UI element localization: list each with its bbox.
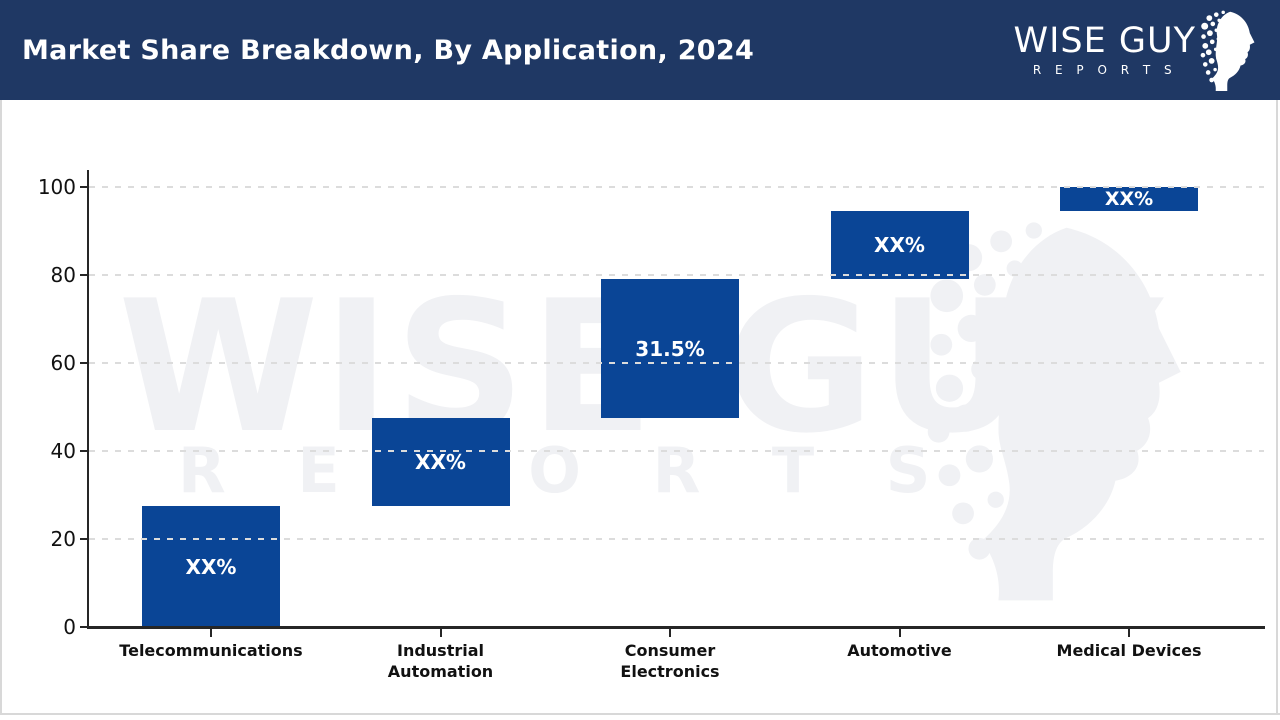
bar-medical-devices: XX%	[1060, 187, 1198, 212]
x-tick-mark-telecommunications	[210, 629, 212, 637]
x-axis-spine	[87, 626, 1265, 629]
gridline-80	[89, 274, 1264, 276]
gridline-60	[89, 362, 1264, 364]
x-category-label-line: Automation	[387, 662, 494, 681]
gridline-100	[89, 186, 1264, 188]
y-tick-label-80: 80	[50, 263, 76, 287]
wise-guy-logo: WISE GUY R E P O R T S	[1013, 10, 1258, 91]
bar-value-label-industrial-automation: XX%	[415, 450, 466, 474]
x-tick-mark-industrial-automation	[439, 629, 442, 637]
y-tick-label-0: 0	[63, 615, 76, 639]
y-tick-label-40: 40	[50, 439, 76, 463]
x-category-label-line: Electronics	[620, 662, 720, 681]
gridline-40	[89, 450, 1264, 452]
y-tick-mark-80	[80, 274, 87, 276]
x-category-label-automotive: Automotive	[790, 640, 1010, 661]
logo-subtitle: R E P O R T S	[1032, 62, 1177, 77]
x-tick-mark-automotive	[898, 629, 901, 637]
x-category-label-industrial-automation: Industrial Automation	[331, 640, 551, 682]
bar-automotive: XX%	[830, 211, 969, 280]
gridline-20	[89, 538, 1264, 540]
x-category-label-medical-devices: Medical Devices	[1019, 640, 1239, 661]
x-category-label-telecommunications: Telecommunications	[101, 640, 321, 661]
y-tick-mark-100	[80, 186, 87, 188]
x-category-label-line: Automotive	[847, 641, 952, 660]
bar-industrial-automation: XX%	[371, 418, 510, 506]
x-category-label-line: Medical Devices	[1056, 641, 1202, 660]
y-tick-mark-20	[80, 538, 87, 540]
y-axis-spine	[87, 170, 89, 629]
bar-value-label-consumer-electronics: 31.5%	[635, 336, 705, 361]
y-tick-mark-40	[80, 450, 87, 452]
x-category-label-consumer-electronics: Consumer Electronics	[560, 640, 780, 682]
x-category-label-line: Industrial	[396, 641, 484, 660]
x-category-label-line: Consumer	[624, 641, 716, 660]
y-tick-mark-60	[80, 362, 87, 364]
bar-consumer-electronics: 31.5%	[601, 279, 739, 418]
frame-left	[0, 100, 2, 715]
y-tick-label-20: 20	[50, 527, 76, 551]
bar-value-label-medical-devices: XX%	[1104, 187, 1154, 210]
frame-right	[1276, 100, 1278, 715]
bar-value-label-telecommunications: XX%	[185, 554, 237, 579]
y-tick-label-60: 60	[50, 351, 76, 375]
bar-telecommunications: XX%	[142, 506, 280, 627]
logo-head-icon	[1200, 10, 1255, 91]
y-tick-label-100: 100	[37, 175, 76, 199]
y-tick-mark-0	[80, 626, 87, 628]
logo-text: WISE GUY R E P O R T S	[1013, 20, 1196, 77]
x-category-label-line: Telecommunications	[119, 641, 303, 660]
frame-bottom	[0, 713, 1280, 715]
x-tick-mark-consumer-electronics	[669, 629, 671, 637]
page-title: Market Share Breakdown, By Application, …	[22, 34, 755, 66]
bar-value-label-automotive: XX%	[874, 233, 925, 258]
x-tick-mark-medical-devices	[1128, 629, 1130, 637]
logo-name: WISE GUY	[1013, 20, 1196, 61]
header-band: Market Share Breakdown, By Application, …	[0, 0, 1280, 100]
